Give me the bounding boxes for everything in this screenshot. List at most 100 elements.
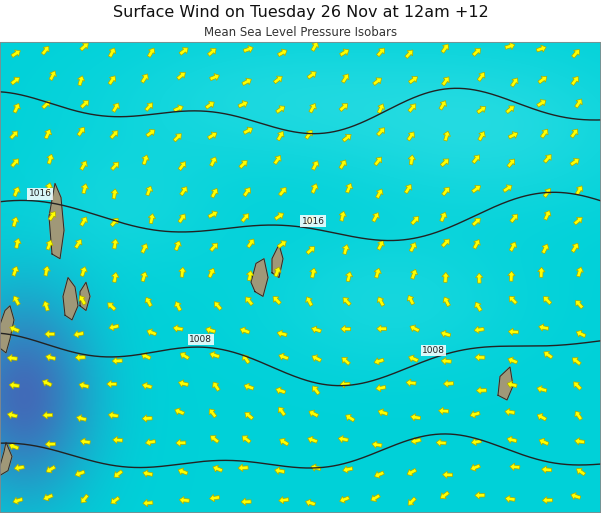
Polygon shape [374,157,382,166]
Polygon shape [179,497,189,504]
Polygon shape [174,105,183,112]
Polygon shape [47,154,54,164]
Polygon shape [571,76,579,86]
Polygon shape [11,159,19,167]
Polygon shape [309,410,319,418]
Polygon shape [343,466,353,473]
Polygon shape [341,325,351,333]
Polygon shape [404,184,412,194]
Polygon shape [74,330,84,338]
Polygon shape [407,132,415,141]
Polygon shape [142,382,152,389]
Polygon shape [313,386,320,395]
Polygon shape [179,48,188,55]
Polygon shape [436,439,446,446]
Polygon shape [312,354,322,362]
Polygon shape [475,302,482,311]
Text: 1016: 1016 [29,189,52,199]
Polygon shape [78,76,85,86]
Polygon shape [576,267,584,277]
Polygon shape [206,326,216,333]
Polygon shape [343,245,350,254]
Polygon shape [272,245,283,278]
Polygon shape [77,127,85,136]
Polygon shape [211,188,218,198]
Polygon shape [147,329,157,336]
Polygon shape [278,187,286,196]
Polygon shape [11,50,20,57]
Polygon shape [42,101,50,109]
Polygon shape [275,213,284,221]
Polygon shape [542,244,549,254]
Polygon shape [441,239,450,247]
Polygon shape [276,387,285,394]
Polygon shape [213,465,223,472]
Polygon shape [277,330,287,338]
Polygon shape [576,330,586,338]
Polygon shape [243,354,250,364]
Polygon shape [243,187,251,196]
Polygon shape [441,159,449,167]
Polygon shape [241,498,251,505]
Polygon shape [145,186,153,196]
Polygon shape [241,213,249,222]
Polygon shape [207,132,217,140]
Polygon shape [570,129,578,138]
Polygon shape [49,183,64,259]
Polygon shape [439,407,449,415]
Polygon shape [508,132,518,139]
Polygon shape [145,439,156,446]
Polygon shape [276,106,285,113]
Polygon shape [180,352,189,360]
Polygon shape [311,42,319,51]
Polygon shape [305,130,313,140]
Polygon shape [43,494,53,501]
Polygon shape [475,273,483,283]
Polygon shape [508,328,519,336]
Polygon shape [210,243,218,251]
Polygon shape [246,239,254,248]
Polygon shape [240,327,250,334]
Polygon shape [112,436,123,444]
Polygon shape [108,48,116,57]
Polygon shape [210,495,219,502]
Polygon shape [441,491,450,499]
Polygon shape [477,72,485,82]
Polygon shape [142,155,149,165]
Polygon shape [63,278,78,320]
Polygon shape [110,131,118,139]
Polygon shape [210,73,219,81]
Polygon shape [374,358,384,365]
Polygon shape [274,267,281,277]
Polygon shape [75,239,82,249]
Polygon shape [407,295,415,305]
Polygon shape [13,187,20,197]
Polygon shape [13,296,20,306]
Polygon shape [410,413,421,421]
Polygon shape [173,133,182,142]
Polygon shape [10,131,18,140]
Polygon shape [440,212,447,222]
Polygon shape [111,497,120,504]
Polygon shape [246,271,254,281]
Polygon shape [377,128,385,136]
Polygon shape [407,468,416,476]
Polygon shape [79,382,89,389]
Polygon shape [243,127,253,134]
Polygon shape [377,325,386,332]
Polygon shape [576,300,584,309]
Polygon shape [108,411,118,419]
Polygon shape [410,325,419,332]
Polygon shape [178,214,186,223]
Polygon shape [409,243,416,252]
Polygon shape [477,106,486,114]
Polygon shape [242,436,251,443]
Polygon shape [503,185,512,192]
Polygon shape [573,218,582,225]
Polygon shape [9,443,19,450]
Polygon shape [505,43,515,50]
Text: 1016: 1016 [302,217,325,226]
Polygon shape [371,494,380,502]
Polygon shape [470,411,480,418]
Polygon shape [441,330,451,338]
